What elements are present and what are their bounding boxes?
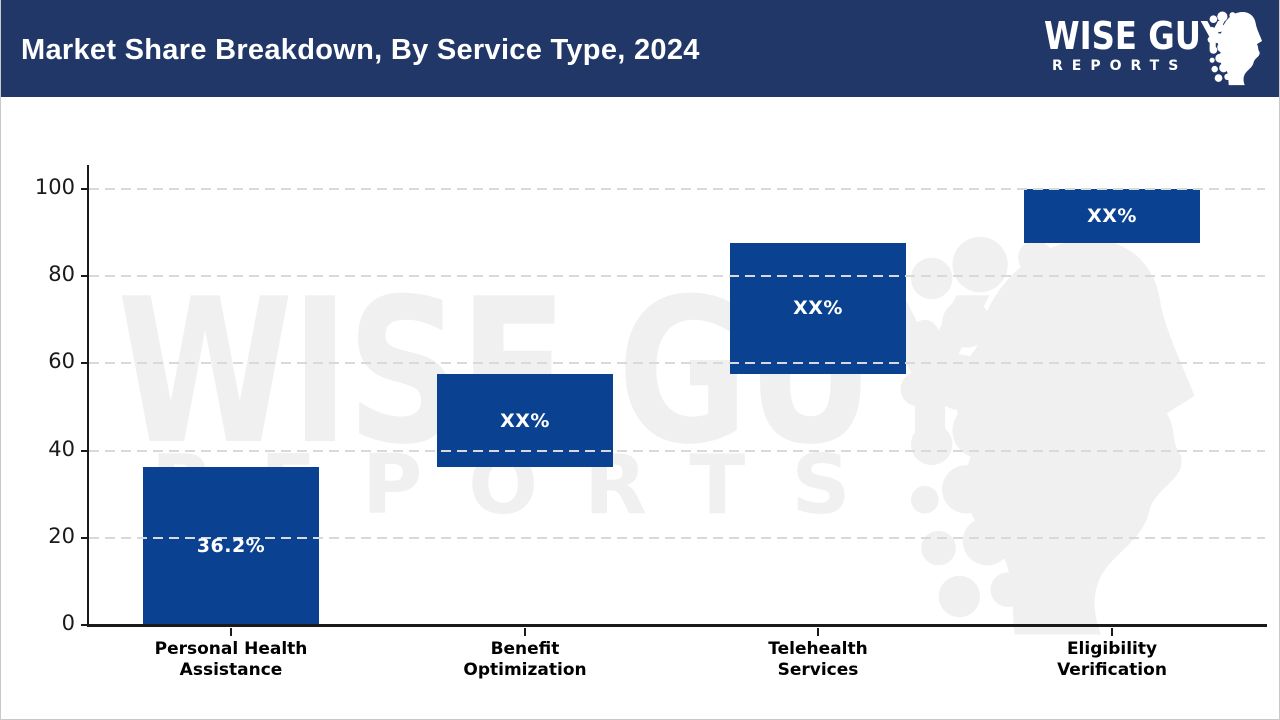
y-axis-spine <box>87 165 89 627</box>
x-category-label-line2: Verification <box>1057 660 1167 680</box>
bar-segment <box>1024 189 1200 244</box>
bar-value-label: XX% <box>500 409 550 432</box>
y-tick-label: 40 <box>48 436 75 461</box>
bar-value-label: 36.2% <box>196 535 266 558</box>
y-tick-mark <box>81 275 89 278</box>
y-tick-label: 20 <box>48 523 75 548</box>
bar-value-label: XX% <box>1087 205 1137 228</box>
x-category-label: Personal Health Assistance <box>101 639 361 681</box>
logo-sub: REPORTS <box>1052 58 1188 74</box>
x-category-label-line2: Assistance <box>179 660 283 680</box>
header-bar: Market Share Breakdown, By Service Type,… <box>1 0 1279 97</box>
logo-head-icon <box>1207 11 1263 86</box>
page-title: Market Share Breakdown, By Service Type,… <box>21 34 700 66</box>
y-tick-mark <box>81 624 89 626</box>
bar-segment <box>730 243 906 374</box>
bar-segment <box>143 467 319 625</box>
y-tick-label: 60 <box>48 349 75 374</box>
y-tick-label: 80 <box>48 262 75 287</box>
x-axis-spine <box>87 624 1267 627</box>
bar-value-label: XX% <box>793 297 843 320</box>
x-tick-mark <box>524 628 526 636</box>
x-category-label: Telehealth Services <box>688 639 948 681</box>
gridline <box>89 275 1265 278</box>
x-tick-mark <box>230 628 232 636</box>
gridline <box>89 188 1265 190</box>
y-tick-label: 100 <box>34 175 75 199</box>
x-category-label-line2: Optimization <box>463 660 587 680</box>
x-category-label-line1: Telehealth <box>768 639 868 659</box>
x-category-label-line1: Benefit <box>490 639 560 659</box>
x-tick-mark <box>817 628 819 636</box>
y-tick-label: 0 <box>61 611 75 635</box>
gridline <box>89 536 1265 539</box>
gridline <box>89 449 1265 452</box>
y-tick-mark <box>81 188 89 190</box>
x-category-label-line2: Services <box>777 660 859 680</box>
bar-segment <box>437 373 613 468</box>
gridline <box>89 362 1265 365</box>
logo-wordmark: WISE GUY <box>1044 14 1225 58</box>
x-category-label: Benefit Optimization <box>395 639 655 681</box>
y-tick-mark <box>81 449 89 452</box>
x-tick-mark <box>1111 628 1113 636</box>
x-category-label: Eligibility Verification <box>982 639 1242 681</box>
y-tick-mark <box>81 362 89 365</box>
x-category-label-line1: Eligibility <box>1066 639 1158 659</box>
x-category-label-line1: Personal Health <box>154 639 308 659</box>
y-tick-mark <box>81 536 89 539</box>
